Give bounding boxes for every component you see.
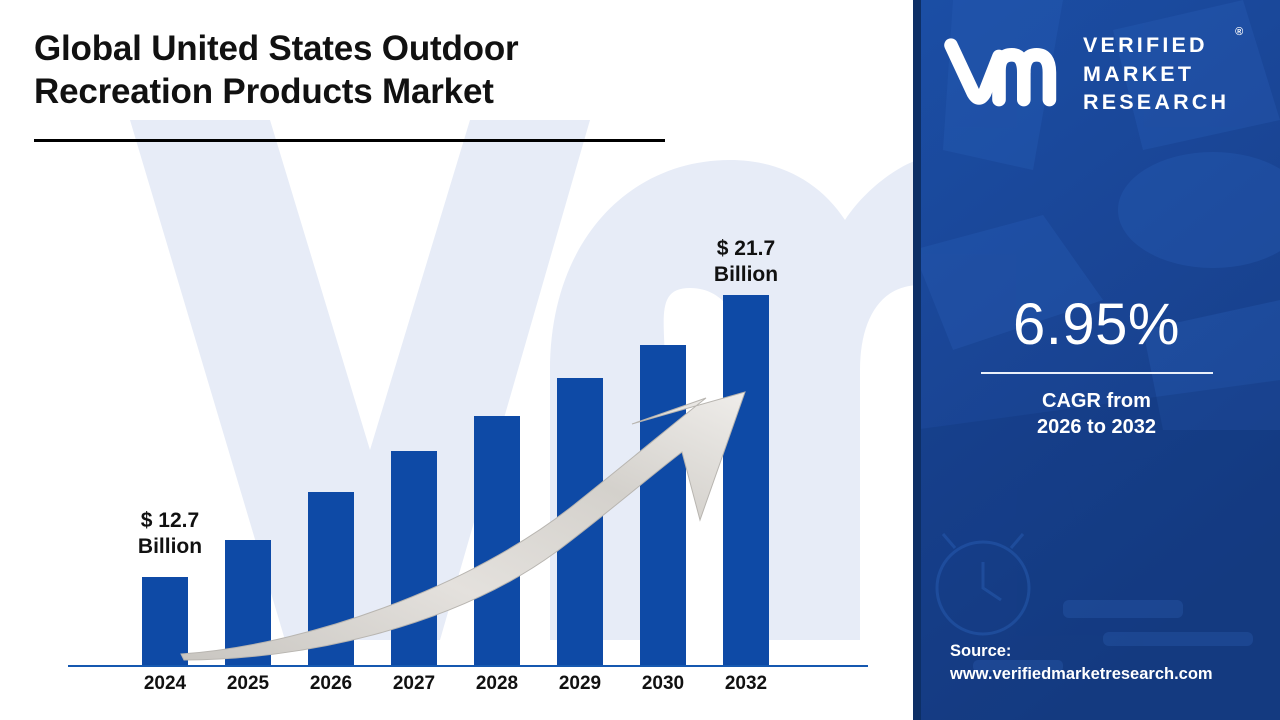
x-tick-2025: 2025 [226,673,270,694]
brand-word-research: RESEARCH [1083,90,1230,115]
registered-trademark-icon: ® [1235,26,1244,39]
value-label-2032: $ 21.7 Billion [713,237,779,287]
source-url[interactable]: www.verifiedmarketresearch.com [950,665,1213,684]
brand-wordmark: VERIFIED MARKET RESEARCH ® [1083,26,1243,116]
bar-2026 [308,492,354,665]
cagr-caption: CAGR from 2026 to 2032 [1037,390,1156,439]
x-tick-2032: 2032 [724,673,768,694]
value-label-2024: $ 12.7 Billion [137,509,203,559]
source-block: Source: www.verifiedmarketresearch.com [950,640,1270,687]
bar-2032 [723,295,769,665]
brand-word-verified: VERIFIED [1083,33,1208,58]
brand-word-market: MARKET [1083,61,1195,86]
page-title: Global United States Outdoor Recreation … [34,28,674,113]
panel-background-photo [913,0,1280,720]
x-tick-2026: 2026 [309,673,353,694]
cagr-divider [980,372,1213,374]
bar-2030 [640,345,686,665]
vmr-logo-icon [944,38,1057,107]
bar-2029 [557,378,603,665]
cagr-block: 6.95% CAGR from 2026 to 2032 [913,296,1280,441]
x-tick-2029: 2029 [558,673,602,694]
bar-2024 [142,577,188,665]
bar-2028 [474,416,520,665]
x-tick-2024: 2024 [143,673,187,694]
x-axis-line [68,665,868,667]
panel-left-edge [913,0,921,720]
growth-arrow-icon [180,391,746,661]
chart-panel: Global United States Outdoor Recreation … [34,28,915,694]
source-label: Source: [950,642,1012,660]
title-underline-rule [34,139,665,142]
cagr-value: 6.95% [1013,292,1180,357]
x-tick-2027: 2027 [392,673,436,694]
title-text: Global United States Outdoor Recreation … [34,29,519,111]
x-tick-2030: 2030 [641,673,685,694]
bar-2027 [391,451,437,665]
bar-chart: $ 12.7 Billion $ 21.7 Billion 2024 2025 … [68,237,868,694]
x-tick-2028: 2028 [475,673,519,694]
brand-panel: VERIFIED MARKET RESEARCH ® 6.95% CAGR fr… [913,0,1280,720]
brand-logo: VERIFIED MARKET RESEARCH ® [943,24,1273,124]
